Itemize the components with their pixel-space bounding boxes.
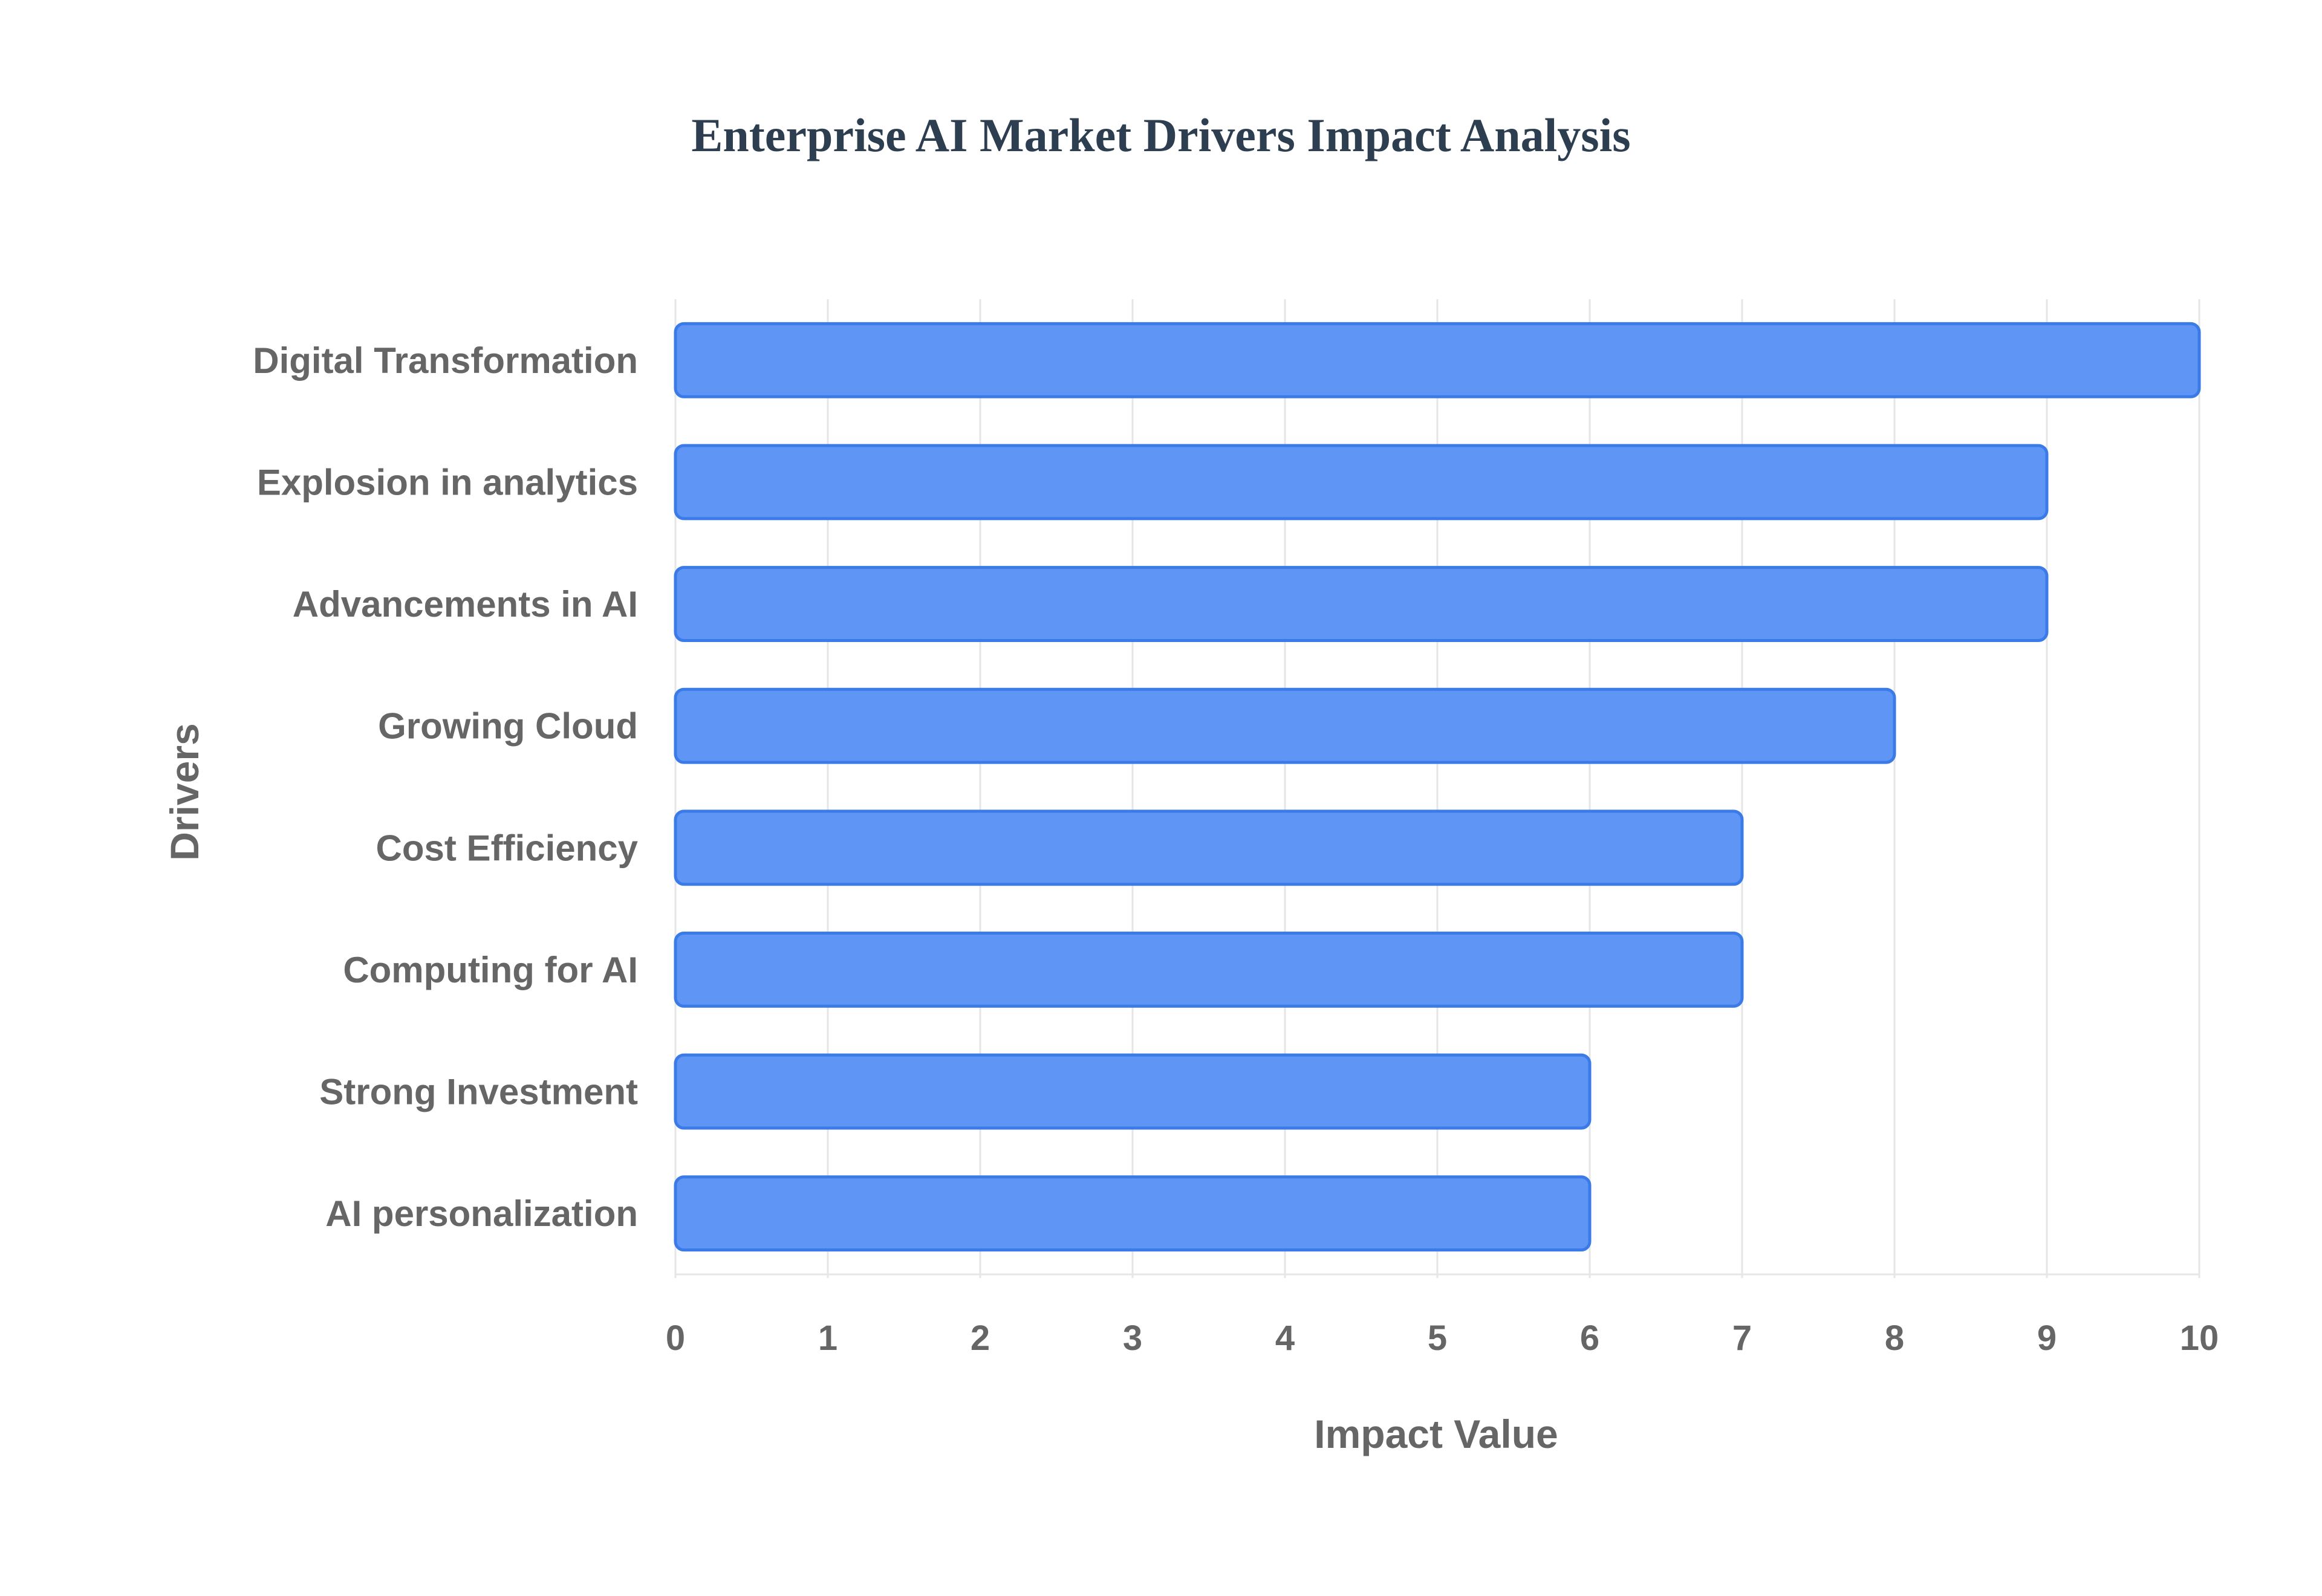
x-axis-title: Impact Value <box>1314 1412 1558 1456</box>
bar[interactable] <box>674 322 2201 398</box>
bar[interactable] <box>674 687 1896 764</box>
x-tick-label: 0 <box>666 1319 685 1358</box>
bar[interactable] <box>674 1053 1592 1130</box>
x-tick-label: 3 <box>1123 1319 1142 1358</box>
x-tick-label: 2 <box>971 1319 990 1358</box>
category-label: Strong Investment <box>319 1072 638 1112</box>
category-label: Growing Cloud <box>378 706 638 747</box>
x-tick-labels: 0 1 2 3 4 5 6 7 8 9 10 <box>666 1319 2219 1358</box>
category-label: Computing for AI <box>343 950 638 990</box>
x-tick-label: 7 <box>1732 1319 1752 1358</box>
y-axis-title: Drivers <box>162 723 207 861</box>
category-labels: Digital Transformation Explosion in analy… <box>253 340 638 1234</box>
bar[interactable] <box>674 931 1744 1008</box>
x-tick-label: 1 <box>818 1319 837 1358</box>
category-label: Explosion in analytics <box>257 462 638 502</box>
chart-title: Enterprise AI Market Drivers Impact Anal… <box>691 109 1630 161</box>
category-label: Cost Efficiency <box>376 828 639 868</box>
category-label: Digital Transformation <box>253 340 638 381</box>
x-tick-label: 9 <box>2037 1319 2057 1358</box>
x-tick-label: 4 <box>1275 1319 1295 1358</box>
bar[interactable] <box>674 1175 1592 1252</box>
x-tick-label: 8 <box>1885 1319 1904 1358</box>
bar[interactable] <box>674 566 2049 643</box>
bar[interactable] <box>674 809 1744 886</box>
bar[interactable] <box>674 444 2049 521</box>
category-label: Advancements in AI <box>293 584 638 624</box>
x-tick-label: 6 <box>1580 1319 1599 1358</box>
x-tick-label: 10 <box>2180 1319 2219 1358</box>
category-label: AI personalization <box>325 1193 638 1234</box>
x-tick-label: 5 <box>1428 1319 1447 1358</box>
bars <box>674 322 2201 1252</box>
